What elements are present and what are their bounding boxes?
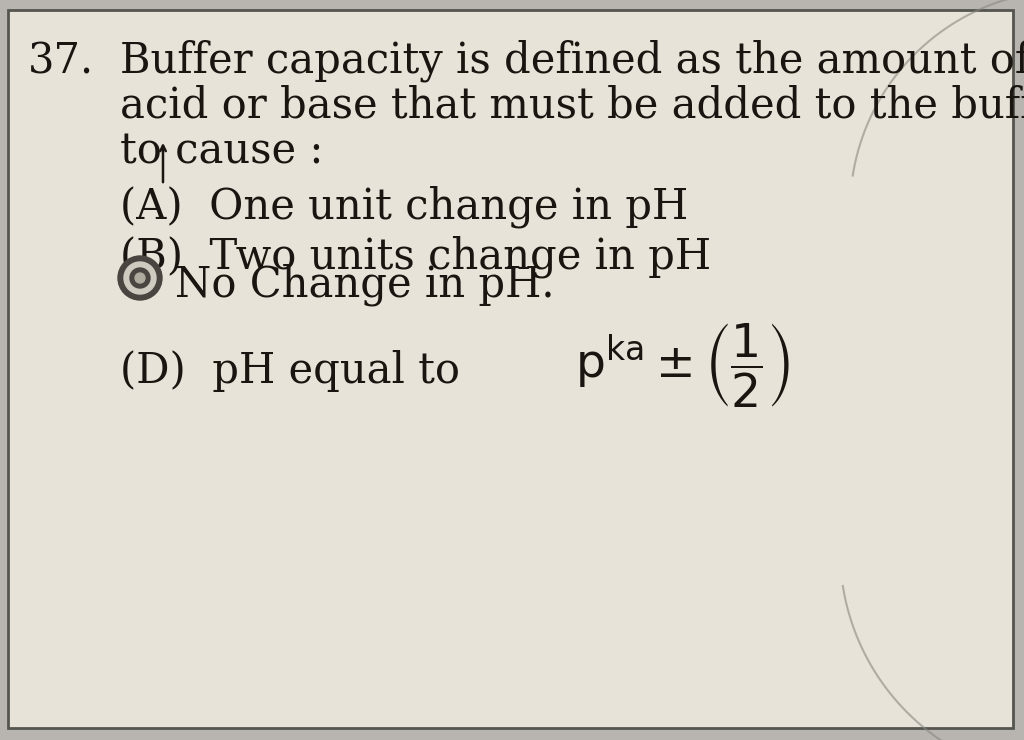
- Text: $\mathrm{p}^{\mathrm{ka}}\pm\left(\dfrac{1}{2}\right)$: $\mathrm{p}^{\mathrm{ka}}\pm\left(\dfrac…: [575, 321, 791, 409]
- Circle shape: [130, 268, 150, 288]
- Circle shape: [118, 256, 162, 300]
- Text: 37.: 37.: [28, 40, 94, 82]
- Text: (A)  One unit change in pH: (A) One unit change in pH: [120, 185, 688, 227]
- Text: (D)  pH equal to: (D) pH equal to: [120, 350, 460, 392]
- Circle shape: [124, 262, 156, 294]
- FancyBboxPatch shape: [8, 10, 1013, 728]
- Text: (B)  Two units change in pH: (B) Two units change in pH: [120, 235, 711, 278]
- Text: Buffer capacity is defined as the amount of: Buffer capacity is defined as the amount…: [120, 40, 1024, 82]
- Text: to cause :: to cause :: [120, 130, 324, 172]
- Text: No Change in pH.: No Change in pH.: [175, 263, 555, 306]
- Circle shape: [135, 273, 145, 283]
- Text: acid or base that must be added to the buffer: acid or base that must be added to the b…: [120, 85, 1024, 127]
